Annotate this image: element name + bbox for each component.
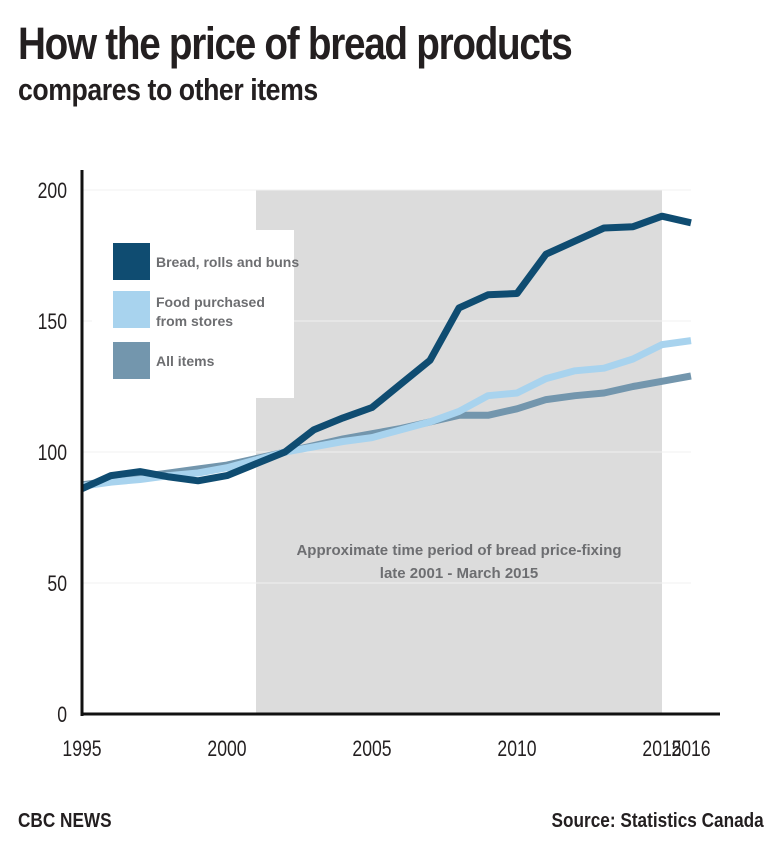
y-tick-label-50: 50 bbox=[47, 572, 67, 596]
legend-swatch-all-items bbox=[113, 342, 150, 379]
x-tick-label-1995: 1995 bbox=[62, 737, 101, 761]
legend-label-all-items: All items bbox=[156, 353, 215, 369]
line-chart: Approximate time period of bread price-f… bbox=[38, 170, 720, 762]
y-tick-label-0: 0 bbox=[57, 703, 67, 727]
shade-annotation-line2: late 2001 - March 2015 bbox=[380, 565, 538, 582]
x-tick-label-2010: 2010 bbox=[497, 737, 536, 761]
brand-label: CBC NEWS bbox=[18, 810, 112, 832]
chart-subtitle: compares to other items bbox=[18, 72, 318, 107]
x-tick-label-2005: 2005 bbox=[352, 737, 391, 761]
x-tick-label-2016: 2016 bbox=[671, 737, 710, 761]
legend-swatch-food-purchased-from-stores bbox=[113, 291, 150, 328]
y-tick-label-200: 200 bbox=[38, 179, 67, 203]
chart-title: How the price of bread products bbox=[18, 18, 573, 69]
legend-label-food-purchased-from-stores-line2: from stores bbox=[156, 313, 233, 329]
legend-label-bread-rolls-and-buns: Bread, rolls and buns bbox=[156, 254, 299, 270]
x-tick-label-2015: 2015 bbox=[642, 737, 681, 761]
y-tick-label-100: 100 bbox=[38, 441, 67, 465]
x-tick-label-2000: 2000 bbox=[207, 737, 246, 761]
source-label: Source: Statistics Canada bbox=[551, 810, 764, 832]
shade-annotation-line1: Approximate time period of bread price-f… bbox=[296, 542, 621, 559]
legend-swatch-bread-rolls-and-buns bbox=[113, 243, 150, 280]
legend-label-food-purchased-from-stores-line1: Food purchased bbox=[156, 294, 265, 310]
series-line-bread-rolls-and-buns bbox=[80, 212, 692, 492]
y-tick-label-150: 150 bbox=[38, 310, 67, 334]
series-line-food-purchased-from-stores bbox=[81, 337, 692, 490]
